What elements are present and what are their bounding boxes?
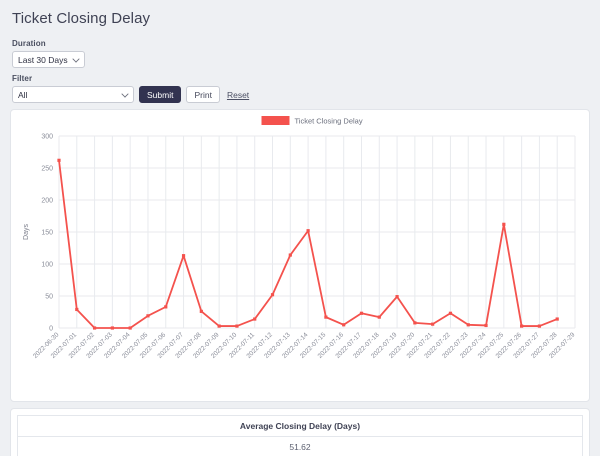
data-point[interactable] [537,324,542,328]
data-point[interactable] [270,293,275,297]
filter-field-label: Filter [12,74,33,83]
data-point[interactable] [235,324,239,328]
data-point[interactable] [466,323,470,327]
data-point[interactable] [342,323,346,327]
page-title: Ticket Closing Delay [12,10,151,27]
y-axis-tick-label: 50 [45,294,53,301]
filter-select-value: All [18,89,28,100]
table-header-row: Average Closing Delay (Days) [17,415,583,437]
data-point[interactable] [484,323,488,328]
data-point[interactable] [520,324,524,328]
duration-row: Last 30 Days [12,51,590,68]
data-point[interactable] [110,326,114,330]
data-point[interactable] [359,311,364,315]
data-point[interactable] [217,324,221,328]
series-markers [57,158,559,330]
duration-select-value: Last 30 Days [18,54,68,65]
x-axis-labels: 2022-06-302022-07-012022-07-022022-07-03… [32,331,577,360]
chart-legend: Ticket Closing Delay [261,116,363,126]
duration-field-label: Duration [12,39,46,48]
y-axis-tick-label: 0 [49,326,53,333]
duration-select[interactable]: Last 30 Days [12,51,85,68]
y-axis-tick-label: 200 [41,198,53,205]
data-point[interactable] [555,317,559,321]
summary-value-cell: 51.62 [17,436,583,456]
data-point[interactable] [146,314,150,318]
chevron-down-icon [72,54,80,63]
submit-button[interactable]: Submit [139,86,182,103]
y-axis-tick-label: 150 [41,230,53,237]
data-point[interactable] [306,229,310,233]
data-point[interactable] [324,315,328,319]
data-point[interactable] [75,307,79,312]
chart-gridlines: 0 50 100 150 200 250 300 [41,134,576,333]
data-point[interactable] [431,322,435,326]
y-axis-tick-label: 250 [41,166,53,173]
summary-table: Average Closing Delay (Days) 51.62 [17,415,583,456]
data-point[interactable] [92,326,97,330]
y-axis-title: Days [23,224,30,240]
legend-label: Ticket Closing Delay [295,117,363,126]
reset-link[interactable]: Reset [226,89,250,100]
y-axis-tick-label: 100 [41,262,53,269]
chevron-down-icon [121,89,129,98]
print-button[interactable]: Print [186,86,220,103]
filter-select[interactable]: All [12,86,134,103]
data-point[interactable] [288,253,292,257]
data-point[interactable] [377,315,381,319]
data-point[interactable] [395,295,399,299]
data-point[interactable] [164,305,168,309]
data-point[interactable] [128,326,132,330]
data-point[interactable] [413,321,417,325]
y-axis-tick-label: 300 [41,134,53,141]
summary-card: Average Closing Delay (Days) 51.62 [10,408,590,456]
data-point[interactable] [502,222,506,226]
ticket-closing-delay-chart: Ticket Closing Delay 0 50 100 150 200 250 300 Da… [23,116,577,360]
data-point[interactable] [181,254,186,258]
data-point[interactable] [199,309,203,313]
data-point[interactable] [448,311,453,315]
data-point[interactable] [57,158,61,162]
table-row: 51.62 [17,436,583,456]
chart-card: Ticket Closing Delay 0 50 100 150 200 250 300 Da… [10,109,590,402]
data-point[interactable] [253,317,257,321]
chart-container: Ticket Closing Delay 0 50 100 150 200 250 300 Da… [17,114,583,399]
summary-header-cell: Average Closing Delay (Days) [17,415,583,437]
filter-row: All Submit Print Reset [12,86,590,103]
